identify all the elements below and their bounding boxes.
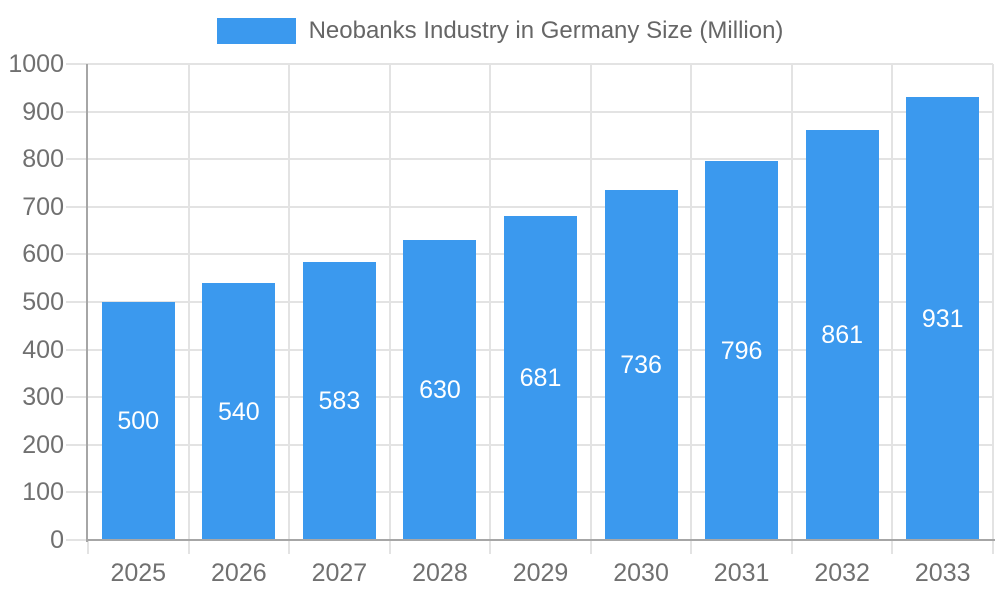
bar-value-label: 736	[620, 351, 662, 379]
x-axis-tick	[589, 541, 592, 554]
bar-value-label: 861	[821, 321, 864, 349]
bar-value-label: 681	[519, 364, 562, 392]
x-axis-tick	[690, 541, 693, 554]
x-axis-tick-label: 2030	[613, 559, 669, 587]
x-axis-tick	[489, 541, 492, 554]
y-axis-tick-label: 600	[22, 240, 64, 269]
bar-value-label: 500	[117, 407, 160, 435]
bar-value-label: 583	[318, 387, 361, 415]
x-axis-tick-label: 2033	[914, 559, 971, 587]
x-axis-tick-label: 2025	[110, 559, 167, 587]
y-axis-tick-label: 500	[22, 288, 64, 316]
x-axis-tick	[891, 541, 894, 554]
x-gridline	[589, 64, 592, 540]
y-axis-tick-label: 300	[22, 383, 64, 412]
x-axis-tick-label: 2032	[814, 559, 870, 587]
y-axis-tick-label: 0	[50, 526, 64, 554]
y-gridline	[66, 63, 993, 65]
y-axis-tick-label: 200	[22, 430, 64, 459]
x-axis-tick-label: 2029	[512, 559, 569, 587]
y-axis-tick-label: 900	[22, 97, 64, 126]
bar-2029[interactable]	[504, 216, 577, 540]
y-axis-tick-label: 100	[22, 478, 64, 507]
bar-2025[interactable]	[101, 302, 175, 540]
x-gridline	[992, 64, 994, 540]
chart-legend[interactable]: Neobanks Industry in Germany Size (Milli…	[0, 17, 1000, 45]
y-axis-tick	[66, 539, 88, 541]
bar-value-label: 540	[217, 397, 260, 426]
y-axis-tick-label: 400	[22, 335, 64, 364]
y-axis-tick-label: 700	[22, 192, 64, 221]
bar-value-label: 630	[419, 376, 461, 404]
bar-value-label: 796	[720, 336, 763, 365]
x-gridline	[288, 64, 291, 540]
legend-swatch	[216, 18, 296, 44]
x-axis-tick-label: 2027	[311, 559, 368, 587]
bar-2026[interactable]	[202, 283, 276, 540]
x-axis-tick-label: 2031	[713, 559, 770, 587]
bar-2030[interactable]	[604, 190, 678, 540]
x-axis-tick	[187, 541, 190, 554]
bar-2028[interactable]	[403, 240, 477, 540]
x-gridline	[690, 64, 693, 540]
bar-2031[interactable]	[705, 161, 779, 540]
x-axis-tick	[388, 541, 391, 554]
x-axis-tick	[87, 541, 89, 554]
x-axis-line	[86, 539, 995, 541]
x-axis-tick-label: 2028	[412, 559, 468, 587]
bar-value-label: 931	[921, 304, 964, 333]
bar-2027[interactable]	[302, 262, 376, 540]
x-axis-tick	[790, 541, 793, 554]
x-axis-tick	[992, 541, 994, 554]
x-gridline	[388, 64, 391, 540]
x-gridline	[489, 64, 492, 540]
y-gridline	[66, 110, 993, 113]
bar-2032[interactable]	[805, 130, 879, 540]
x-gridline	[790, 64, 793, 540]
x-gridline	[891, 64, 894, 540]
y-gridline	[66, 205, 993, 208]
x-gridline	[187, 64, 190, 540]
y-axis-line	[86, 64, 88, 542]
x-axis-tick	[288, 541, 291, 554]
x-axis-tick-label: 2026	[211, 559, 267, 587]
y-axis-tick-label: 1000	[8, 50, 64, 78]
chart-title: Neobanks Industry in Germany Size (Milli…	[308, 17, 784, 44]
y-axis-tick-label: 800	[22, 145, 64, 174]
bar-2033[interactable]	[906, 97, 980, 540]
y-gridline	[66, 158, 993, 161]
